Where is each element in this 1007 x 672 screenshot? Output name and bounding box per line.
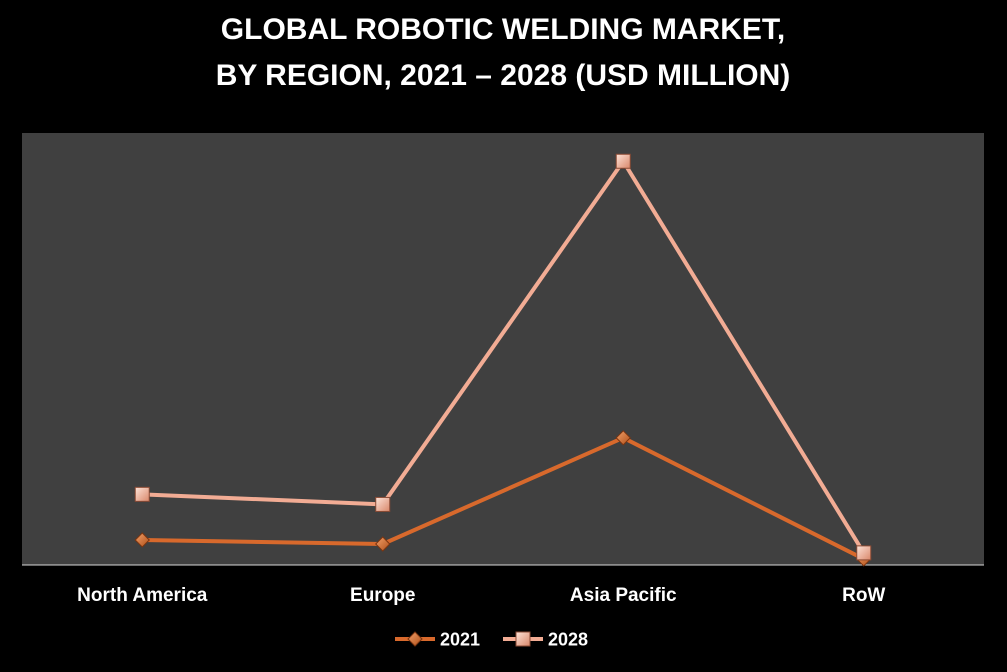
series-2021-point-asia-pacific [615, 430, 631, 446]
x-tick-label-north-america: North America [77, 585, 208, 606]
series-2028-point-europe [375, 496, 391, 512]
plot-area [22, 133, 984, 565]
series-layer [134, 153, 872, 567]
series-2028-point-north-america [134, 486, 150, 502]
chart-title-line-2: BY REGION, 2021 – 2028 (USD MILLION) [216, 59, 791, 92]
series-2021-line [140, 435, 866, 561]
series-2021-point-europe [375, 536, 391, 552]
x-tick-label-europe: Europe [350, 585, 415, 606]
series-2028-line [140, 159, 866, 555]
series-2028-point-asia-pacific [615, 153, 631, 169]
legend-marker-2021 [407, 631, 423, 647]
legend-label-2028: 2028 [548, 630, 588, 650]
chart-title-line-1: GLOBAL ROBOTIC WELDING MARKET, [221, 13, 785, 46]
x-tick-label-asia-pacific: Asia Pacific [570, 585, 677, 606]
x-tick-label-row: RoW [842, 585, 885, 606]
x-axis-labels: North America Europe Asia Pacific RoW [77, 585, 885, 606]
legend: 2021 2028 [395, 630, 588, 650]
legend-label-2021: 2021 [440, 630, 480, 650]
series-2021-point-north-america [134, 532, 150, 548]
legend-marker-2028 [515, 631, 531, 647]
series-2028-point-row [856, 545, 872, 561]
